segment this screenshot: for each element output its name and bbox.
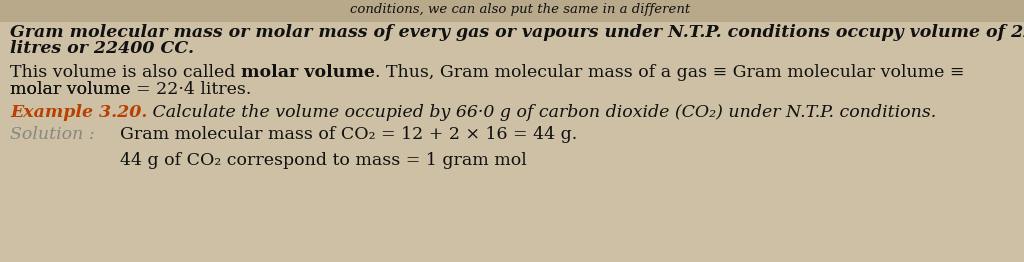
Text: litres or 22400 CC.: litres or 22400 CC. <box>10 40 194 57</box>
Text: Gram molecular mass of CO₂ = 12 + 2 × 16 = 44 g.: Gram molecular mass of CO₂ = 12 + 2 × 16… <box>120 126 578 143</box>
Text: Solution :: Solution : <box>10 126 95 143</box>
Text: Calculate the volume occupied by 66·0 g of carbon dioxide (CO₂) under N.T.P. con: Calculate the volume occupied by 66·0 g … <box>147 104 937 121</box>
Text: molar volume = 22·4 litres.: molar volume = 22·4 litres. <box>10 81 251 98</box>
Text: conditions, we can also put the same in a different: conditions, we can also put the same in … <box>350 3 690 16</box>
Text: Gram molecular mass or molar mass of every gas or vapours under N.T.P. condition: Gram molecular mass or molar mass of eve… <box>10 24 1024 41</box>
Text: molar volume: molar volume <box>241 64 375 81</box>
Text: 44 g of CO₂ correspond to mass = 1 gram mol: 44 g of CO₂ correspond to mass = 1 gram … <box>120 152 526 169</box>
Bar <box>0 0 1024 22</box>
Text: . Thus, Gram molecular mass of a gas ≡ Gram molecular volume ≡: . Thus, Gram molecular mass of a gas ≡ G… <box>375 64 965 81</box>
Text: This volume is also called: This volume is also called <box>10 64 241 81</box>
Text: Example 3.20.: Example 3.20. <box>10 104 147 121</box>
Text: molar volume: molar volume <box>10 81 130 98</box>
